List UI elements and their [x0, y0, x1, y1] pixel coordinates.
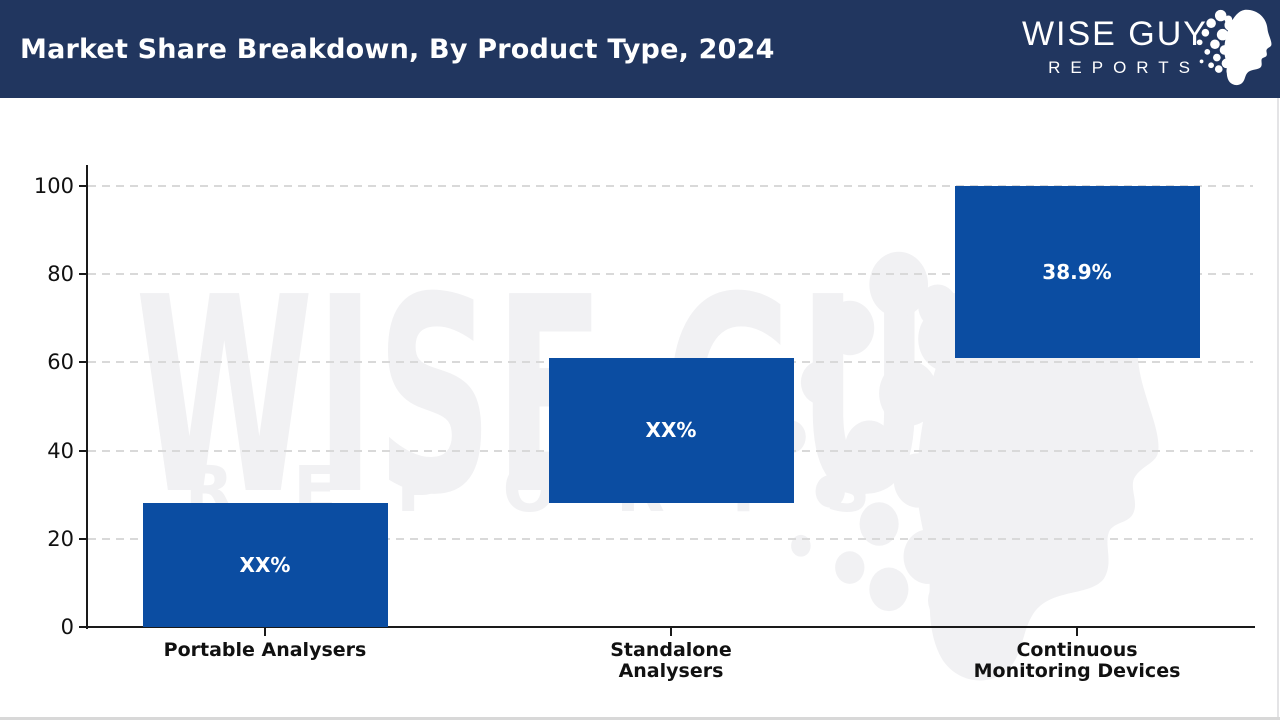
- bottom-border: [0, 717, 1280, 720]
- y-tick-mark: [79, 537, 87, 540]
- gridline: [88, 185, 1253, 187]
- category-label-line: Monitoring Devices: [973, 660, 1181, 682]
- logo-head-icon: [1196, 9, 1272, 86]
- y-tick-mark: [79, 273, 87, 276]
- logo-wordmark: WISE GUY: [1021, 15, 1208, 53]
- y-tick-label: 60: [47, 350, 74, 375]
- x-tick-mark: [1076, 628, 1078, 636]
- category-label: Portable Analysers: [85, 640, 445, 661]
- brand-logo: WISE GUY REPORTS: [1020, 0, 1280, 98]
- category-label-line: Continuous: [1016, 639, 1138, 661]
- bar: [548, 357, 794, 504]
- bar: [142, 503, 388, 627]
- right-border: [1277, 98, 1279, 717]
- x-axis-line: [86, 626, 1255, 628]
- y-tick-label: 0: [60, 615, 74, 639]
- y-tick-label: 100: [33, 174, 74, 198]
- gridline: [88, 537, 1253, 540]
- y-axis-line: [86, 165, 88, 629]
- header: Market Share Breakdown, By Product Type,…: [0, 0, 1280, 98]
- category-label-line: Standalone: [610, 639, 732, 661]
- category-label-line: Portable Analysers: [163, 639, 367, 661]
- x-tick-mark: [670, 628, 672, 636]
- category-label-line: Analysers: [618, 660, 724, 682]
- y-tick-mark: [79, 185, 87, 187]
- page-title: Market Share Breakdown, By Product Type,…: [20, 33, 775, 65]
- gridline: [88, 273, 1253, 276]
- y-tick-mark: [79, 449, 87, 452]
- y-tick-label: 20: [47, 526, 74, 551]
- bar-value-label: XX%: [239, 553, 291, 578]
- category-label: Standalone Analysers: [491, 640, 851, 682]
- bar-value-label: 38.9%: [1042, 259, 1112, 284]
- category-label: Continuous Monitoring Devices: [897, 640, 1257, 682]
- y-tick-mark: [79, 361, 87, 364]
- y-tick-label: 40: [47, 438, 74, 463]
- x-tick-mark: [264, 628, 266, 636]
- logo-subword: REPORTS: [1048, 58, 1200, 77]
- y-tick-mark: [79, 626, 87, 628]
- bar-value-label: XX%: [645, 418, 697, 443]
- bar: [954, 186, 1200, 358]
- y-tick-label: 80: [47, 262, 74, 287]
